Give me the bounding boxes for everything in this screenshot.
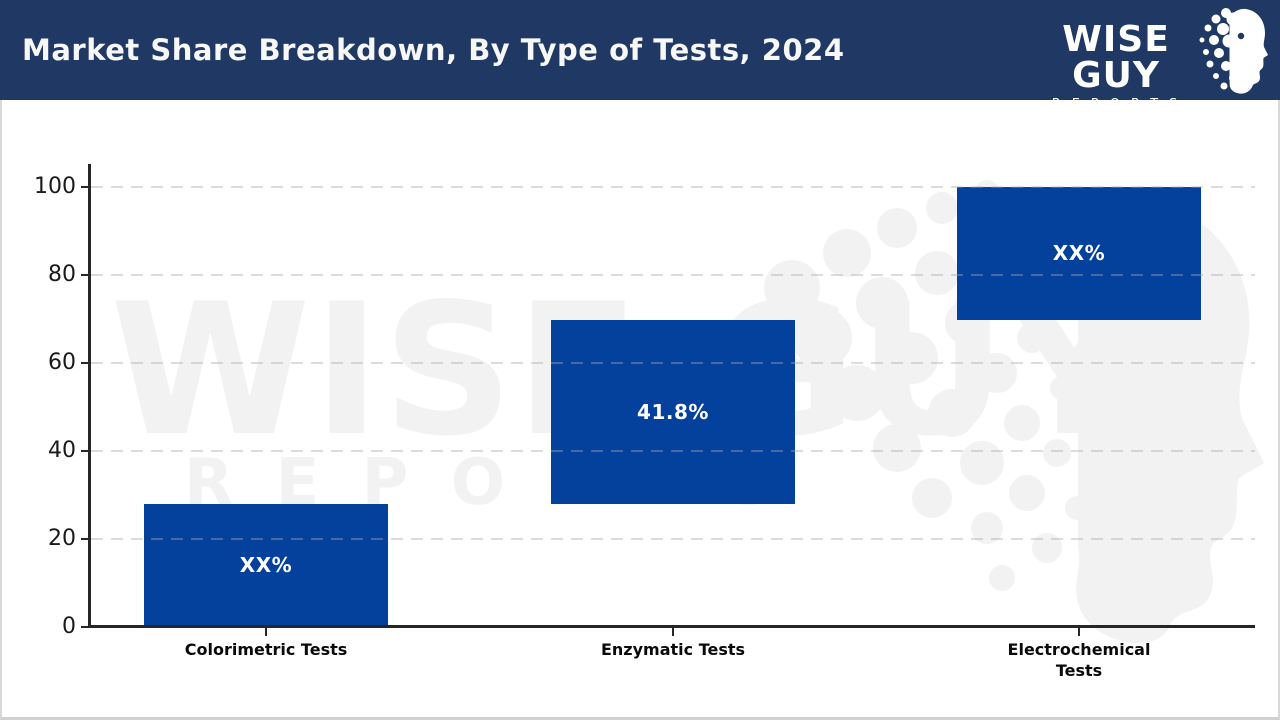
- y-tick-label-0: 0: [62, 614, 76, 639]
- bar-segment: XX%: [144, 503, 388, 627]
- logo-brand-label: WISE GUY: [1062, 19, 1170, 96]
- logo-text: WISE GUY REPORTS: [1030, 19, 1202, 113]
- gridline-100: [91, 186, 1255, 188]
- logo-face-icon: [1199, 8, 1268, 94]
- y-tick-label-60: 60: [48, 350, 76, 375]
- bar-value-label: 41.8%: [637, 399, 709, 424]
- gridline-20: [91, 538, 1255, 540]
- gridline-60: [91, 362, 1255, 364]
- y-tick-mark-0: [81, 626, 90, 628]
- y-tick-mark-60: [81, 362, 90, 364]
- x-tick-mark: [672, 628, 674, 636]
- page-title: Market Share Breakdown, By Type of Tests…: [22, 33, 845, 67]
- bar-value-label: XX%: [1052, 241, 1106, 266]
- y-tick-mark-100: [81, 186, 90, 188]
- y-tick-mark-40: [81, 450, 90, 452]
- y-axis-line: [88, 164, 91, 628]
- category-label: Colorimetric Tests: [184, 640, 348, 659]
- y-tick-label-40: 40: [48, 438, 76, 463]
- bar-segment: XX%: [957, 187, 1201, 320]
- bar-value-label: XX%: [239, 553, 293, 578]
- bar-segment: 41.8%: [551, 319, 795, 504]
- y-tick-label-100: 100: [34, 174, 76, 199]
- gridline-80: [91, 274, 1255, 276]
- category-label: Enzymatic Tests: [600, 640, 746, 659]
- y-tick-label-20: 20: [48, 526, 76, 551]
- gridline-40: [91, 450, 1255, 452]
- category-label: Electrochemical Tests: [1007, 640, 1151, 680]
- x-axis-line: [88, 625, 1255, 628]
- x-tick-mark: [265, 628, 267, 636]
- y-tick-mark-80: [81, 274, 90, 276]
- y-tick-mark-20: [81, 538, 90, 540]
- header-bar: Market Share Breakdown, By Type of Tests…: [0, 0, 1280, 112]
- y-tick-label-80: 80: [48, 262, 76, 287]
- logo-reports-label: REPORTS: [1051, 97, 1189, 112]
- wise-guy-reports-logo: WISE GUY REPORTS: [1030, 4, 1270, 112]
- x-tick-mark: [1078, 628, 1080, 636]
